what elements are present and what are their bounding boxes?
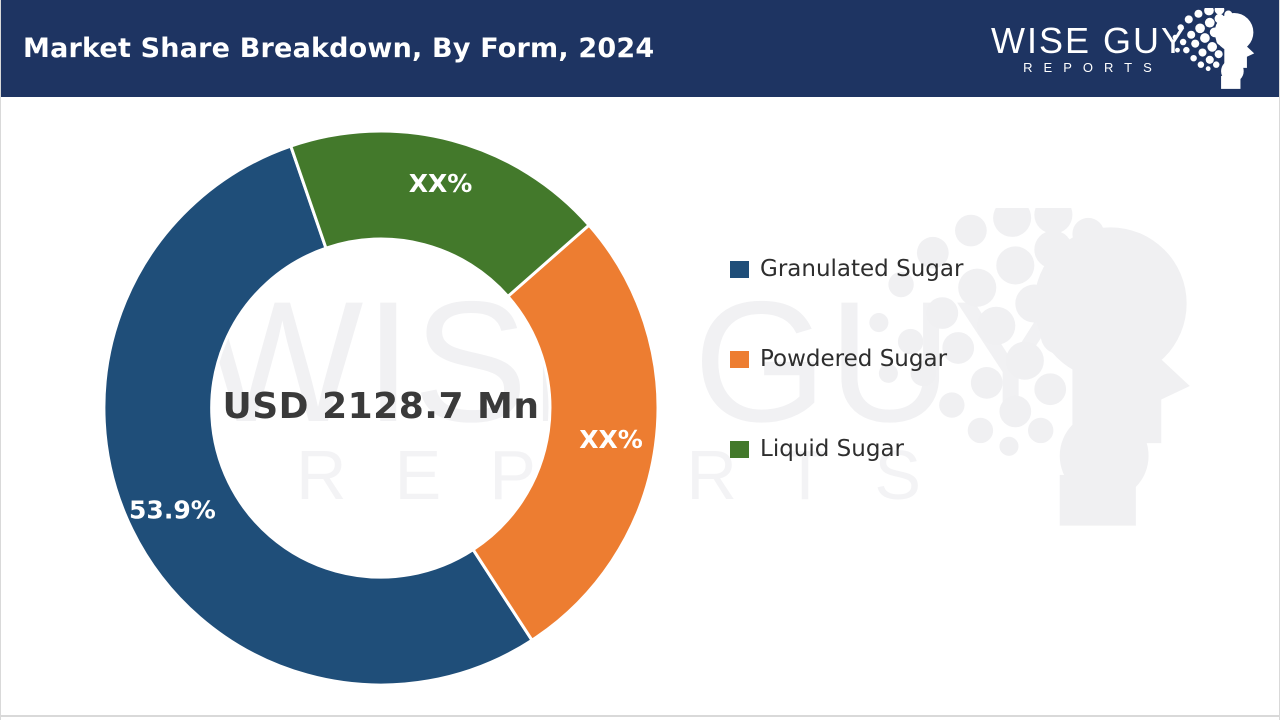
legend-swatch-powdered-sugar <box>730 350 749 368</box>
donut-segment-powdered-sugar <box>471 223 660 642</box>
header-bar: Market Share Breakdown, By Form, 2024 WI… <box>1 0 1279 97</box>
page-title: Market Share Breakdown, By Form, 2024 <box>23 33 655 64</box>
legend-label-powdered-sugar: Powdered Sugar <box>760 345 948 372</box>
chart-legend: Granulated Sugar Powdered Sugar Liquid Sug… <box>730 247 963 517</box>
donut-segment-granulated-sugar <box>102 144 534 687</box>
donut-segment-liquid-sugar <box>289 129 591 298</box>
legend-swatch-liquid-sugar <box>730 440 749 458</box>
segment-label-liquid-sugar: XX% <box>409 169 473 198</box>
legend-label-liquid-sugar: Liquid Sugar <box>760 435 905 462</box>
donut-center-value: USD 2128.7 Mn <box>222 386 540 427</box>
legend-swatch-granulated-sugar <box>730 260 749 278</box>
segment-label-granulated-sugar: 53.9% <box>129 495 216 524</box>
legend-item-powdered-sugar: Powdered Sugar <box>730 337 963 381</box>
segment-label-powdered-sugar: XX% <box>579 425 643 454</box>
bottom-frame-line <box>1 715 1279 717</box>
legend-item-granulated-sugar: Granulated Sugar <box>730 247 963 291</box>
logo-subtitle: REPORTS <box>1023 59 1163 75</box>
wiseguy-logo-text: WISE GUY REPORTS <box>991 22 1187 75</box>
legend-label-granulated-sugar: Granulated Sugar <box>760 255 964 282</box>
wiseguy-logo: WISE GUY REPORTS <box>991 8 1255 89</box>
legend-item-liquid-sugar: Liquid Sugar <box>730 427 963 471</box>
logo-wordmark: WISE GUY <box>990 20 1187 62</box>
